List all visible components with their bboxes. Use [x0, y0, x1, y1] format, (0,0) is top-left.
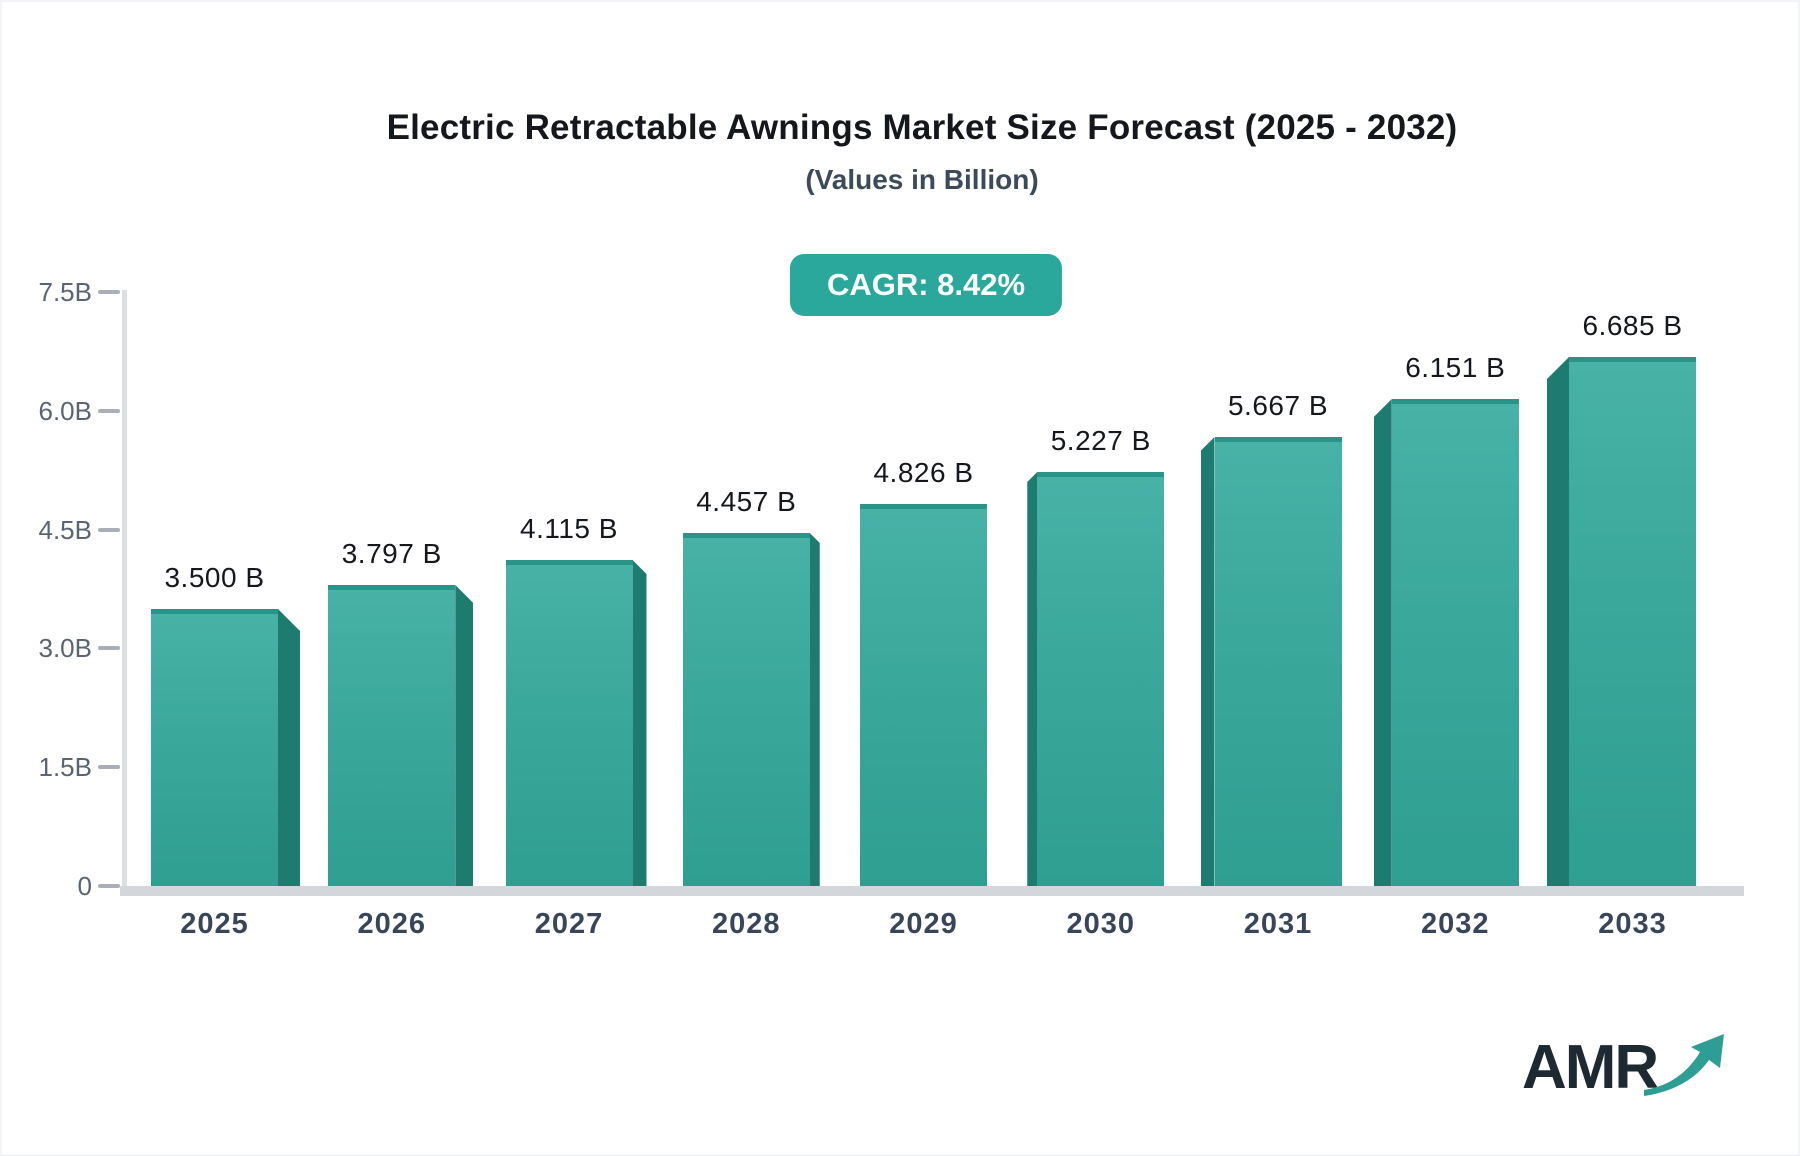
- bar-value-2027: 4.115 B: [520, 513, 618, 544]
- y-tick-7.5B: [98, 290, 120, 294]
- y-tick-1.5B: [98, 765, 120, 770]
- bar-side-2032: [1373, 399, 1392, 886]
- bar-2030: [1037, 472, 1165, 886]
- bar-side-2028: [809, 533, 820, 886]
- y-tick-label-0: 0: [77, 871, 92, 901]
- bar-2028: [682, 533, 810, 886]
- bar-top-edge: [1569, 357, 1696, 362]
- bar-2025: [151, 609, 278, 886]
- cagr-badge: CAGR: 8.42%: [789, 254, 1063, 316]
- bar-value-2031: 5.667 B: [1227, 390, 1329, 421]
- bar-top-edge: [682, 533, 810, 538]
- bar-side-2027: [632, 560, 647, 886]
- chart-subtitle: (Values in Billion): [805, 164, 1039, 195]
- bar-side-2030: [1027, 472, 1038, 886]
- chart-title: Electric Retractable Awnings Market Size…: [386, 108, 1458, 147]
- x-tick-label-2033: 2033: [1598, 908, 1667, 940]
- bar-top-edge: [328, 585, 456, 590]
- bar-top-edge: [1037, 472, 1165, 477]
- bar-2033: [1569, 357, 1696, 886]
- bar-2027: [505, 560, 633, 886]
- y-tick-label-4.5B: 4.5B: [38, 514, 93, 545]
- bar-value-2029: 4.826 B: [873, 457, 974, 488]
- bar-side-2033: [1547, 357, 1569, 886]
- x-tick-label-2030: 2030: [1066, 908, 1135, 940]
- x-tick-label-2031: 2031: [1243, 908, 1313, 940]
- amr-logo: AMR: [1522, 1032, 1742, 1122]
- y-tick-0: [98, 884, 120, 888]
- bar-top-edge: [1214, 437, 1342, 442]
- bar-side-2025: [278, 609, 300, 886]
- x-axis-baseline: [120, 886, 1744, 896]
- bar-top-edge: [1391, 399, 1519, 404]
- y-tick-label-3.0B: 3.0B: [38, 633, 93, 664]
- amr-logo-text: AMR: [1522, 1033, 1659, 1102]
- growth-arrow-icon: [1644, 1034, 1724, 1096]
- y-tick-label-6.0B: 6.0B: [38, 395, 93, 426]
- bar-2031: [1214, 437, 1342, 886]
- x-tick-label-2029: 2029: [889, 908, 958, 940]
- y-axis-line: [122, 290, 127, 896]
- bar-side-2026: [455, 585, 474, 886]
- bar-2032: [1391, 399, 1519, 886]
- y-tick-6.0B: [98, 408, 120, 413]
- x-tick-label-2027: 2027: [534, 908, 604, 940]
- bar-value-2030: 5.227 B: [1050, 425, 1151, 456]
- x-tick-label-2032: 2032: [1420, 908, 1490, 940]
- bar-side-2031: [1200, 437, 1215, 886]
- bar-value-2028: 4.457 B: [696, 486, 797, 517]
- bar-value-2032: 6.151 B: [1405, 352, 1506, 383]
- bar-value-2025: 3.500 B: [164, 562, 265, 593]
- bar-top-edge: [860, 504, 987, 509]
- bar-2029: [860, 504, 987, 886]
- x-tick-label-2028: 2028: [711, 908, 781, 940]
- y-tick-3.0B: [98, 646, 120, 651]
- bar-value-2026: 3.797 B: [341, 538, 442, 569]
- y-tick-label-1.5B: 1.5B: [38, 752, 93, 783]
- bar-value-2033: 6.685 B: [1582, 310, 1683, 341]
- x-tick-label-2025: 2025: [180, 908, 249, 940]
- y-tick-label-7.5B: 7.5B: [38, 277, 93, 307]
- x-tick-label-2026: 2026: [357, 908, 426, 940]
- y-tick-4.5B: [98, 527, 120, 532]
- bar-top-edge: [505, 560, 633, 565]
- bar-2026: [328, 585, 456, 886]
- bar-top-edge: [151, 609, 278, 614]
